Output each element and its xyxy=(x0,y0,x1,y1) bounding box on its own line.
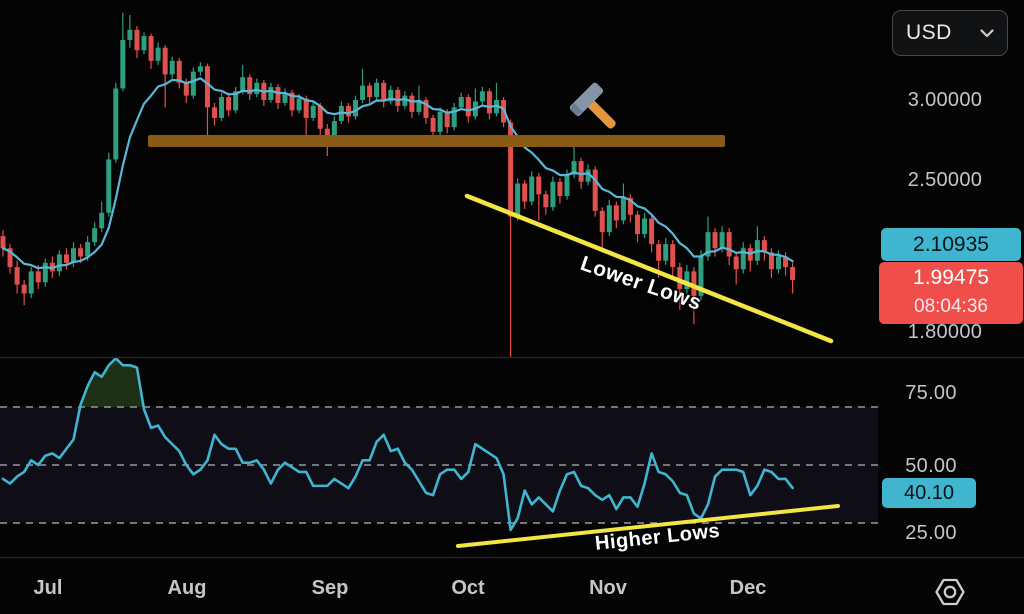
price-tick-1_8: 1.80000 xyxy=(907,321,983,343)
rsi-tick-75: 75.00 xyxy=(905,382,957,404)
rsi-tick-50: 50.00 xyxy=(905,455,957,477)
month-label-dec: Dec xyxy=(729,577,767,599)
month-label-aug: Aug xyxy=(167,577,207,599)
price-tick-3: 3.00000 xyxy=(907,89,983,111)
currency-selector[interactable]: USD xyxy=(892,10,1008,56)
price-tick-2_5: 2.50000 xyxy=(907,169,983,191)
rsi-tick-25: 25.00 xyxy=(905,522,957,544)
chevron-down-icon xyxy=(980,28,994,37)
last-price-badge: 1.99475 08:04:36 xyxy=(879,262,1023,324)
month-label-sep: Sep xyxy=(311,577,349,599)
last-price-value: 1.99475 xyxy=(913,266,989,289)
month-label-jul: Jul xyxy=(33,577,63,599)
hammer-icon xyxy=(570,82,616,129)
settings-icon[interactable] xyxy=(932,575,968,609)
rsi-value-badge: 40.10 xyxy=(882,478,976,508)
ma-value-badge: 2.10935 xyxy=(881,228,1021,261)
month-label-oct: Oct xyxy=(451,577,485,599)
currency-selector-value: USD xyxy=(906,21,952,44)
bar-countdown: 08:04:36 xyxy=(914,296,988,317)
month-label-nov: Nov xyxy=(589,577,627,599)
